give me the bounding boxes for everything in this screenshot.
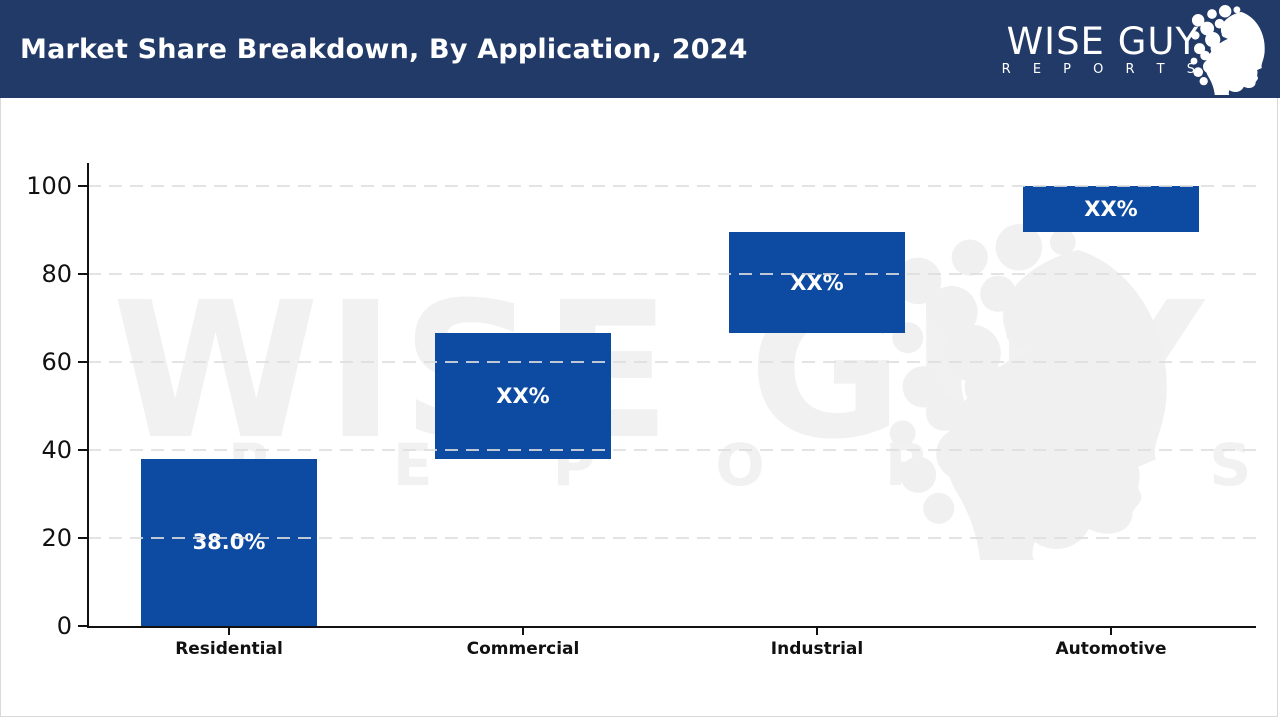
x-tick-automotive (1110, 626, 1112, 635)
y-label-0: 0 (56, 612, 72, 640)
x-label-commercial: Commercial (466, 639, 580, 659)
bar-commercial: XX% (435, 333, 611, 459)
bar-value-label-automotive: XX% (1084, 197, 1138, 222)
y-tick-20 (78, 537, 87, 539)
gridline-80 (88, 273, 1256, 275)
y-tick-60 (78, 361, 87, 363)
y-axis-line (87, 163, 89, 628)
header-band: Market Share Breakdown, By Application, … (0, 0, 1280, 98)
wise-guy-head-icon (1190, 5, 1265, 95)
y-label-20: 20 (41, 524, 72, 552)
bar-industrial: XX% (729, 232, 905, 334)
gridline-60 (88, 361, 1256, 363)
brand-logo-text: WISE GUY R E P O R T S (1001, 19, 1204, 78)
gridline-100 (88, 185, 1256, 187)
gridline-20 (88, 537, 1256, 539)
x-tick-industrial (816, 626, 818, 635)
y-label-100: 100 (26, 172, 72, 200)
x-tick-commercial (522, 626, 524, 635)
x-label-residential: Residential (175, 639, 283, 659)
x-axis-line (87, 626, 1256, 628)
brand-logo: WISE GUY R E P O R T S (1002, 4, 1272, 96)
y-tick-0 (78, 625, 87, 627)
y-label-60: 60 (41, 348, 72, 376)
x-label-industrial: Industrial (770, 639, 864, 659)
bar-value-label-commercial: XX% (496, 384, 550, 409)
gridline-40 (88, 449, 1256, 451)
y-tick-100 (78, 185, 87, 187)
x-label-automotive: Automotive (1055, 639, 1167, 659)
y-label-80: 80 (41, 260, 72, 288)
bar-residential: 38.0% (141, 458, 317, 626)
bar-automotive: XX% (1023, 186, 1199, 233)
y-label-40: 40 (41, 436, 72, 464)
y-tick-80 (78, 273, 87, 275)
brand-subname: R E P O R T S (1001, 62, 1204, 78)
chart-title: Market Share Breakdown, By Application, … (20, 33, 748, 65)
x-tick-residential (228, 626, 230, 635)
y-tick-40 (78, 449, 87, 451)
brand-name: WISE GUY (1006, 19, 1200, 63)
bar-value-label-residential: 38.0% (192, 530, 266, 555)
